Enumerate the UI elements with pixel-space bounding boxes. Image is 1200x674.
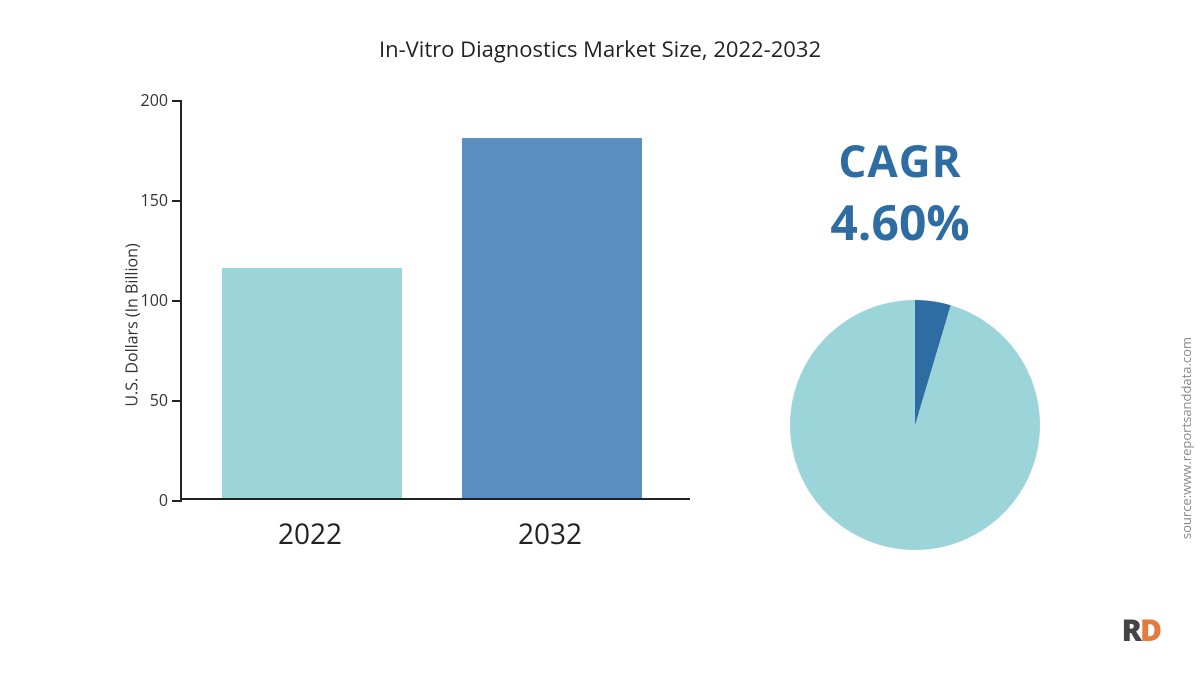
y-axis-label: U.S. Dollars (In Billion) — [121, 243, 143, 406]
bar — [462, 138, 642, 498]
cagr-label: CAGR — [750, 130, 1050, 190]
cagr-block: CAGR 4.60% — [750, 130, 1050, 255]
chart-title: In-Vitro Diagnostics Market Size, 2022-2… — [0, 0, 1200, 64]
bar-plot-area: 050100150200 — [180, 100, 690, 500]
y-tick-label: 100 — [141, 289, 182, 311]
logo: RD — [1122, 609, 1160, 650]
cagr-value: 4.60% — [750, 190, 1050, 255]
content-area: U.S. Dollars (In Billion) 050100150200 2… — [0, 100, 1200, 674]
pie-chart — [790, 300, 1040, 550]
pie-body — [790, 300, 1040, 550]
logo-d: D — [1140, 609, 1160, 650]
y-tick-label: 200 — [141, 89, 182, 111]
logo-r: R — [1122, 609, 1140, 650]
bar-chart: U.S. Dollars (In Billion) 050100150200 2… — [130, 100, 690, 550]
y-tick-label: 0 — [159, 489, 182, 511]
x-tick-label: 2032 — [518, 515, 582, 553]
x-tick-label: 2022 — [278, 515, 342, 553]
y-tick-label: 50 — [150, 389, 182, 411]
bar — [222, 268, 402, 498]
y-tick-label: 150 — [141, 189, 182, 211]
source-text: source:www.reportsanddata.com — [1177, 337, 1195, 539]
